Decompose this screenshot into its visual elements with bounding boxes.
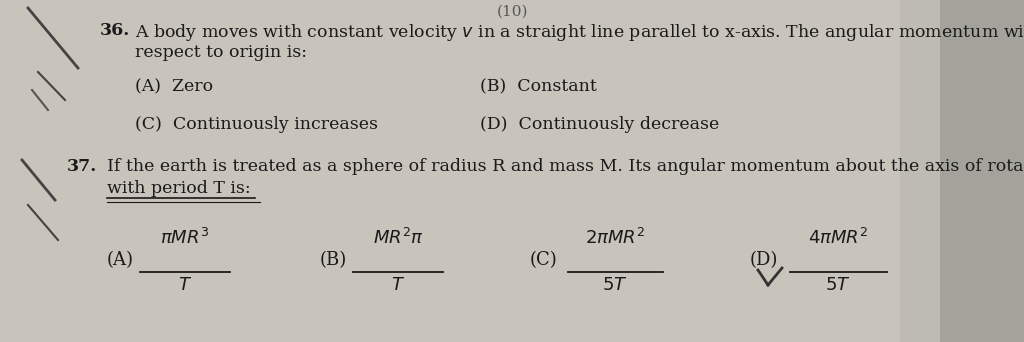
- Text: If the earth is treated as a sphere of radius R and mass M. Its angular momentum: If the earth is treated as a sphere of r…: [106, 158, 1024, 175]
- Text: $5T$: $5T$: [602, 276, 628, 294]
- Bar: [940, 0, 1024, 342]
- Text: A body moves with constant velocity $v$ in a straight line parallel to x-axis. T: A body moves with constant velocity $v$ …: [135, 22, 1024, 43]
- Text: $T$: $T$: [391, 276, 406, 294]
- Text: (D)  Continuously decrease: (D) Continuously decrease: [480, 116, 719, 133]
- Text: $MR^2\pi$: $MR^2\pi$: [373, 228, 424, 248]
- Text: (B): (B): [319, 251, 347, 269]
- Text: respect to origin is:: respect to origin is:: [135, 44, 307, 61]
- Text: 36.: 36.: [100, 22, 130, 39]
- Text: $4\pi MR^2$: $4\pi MR^2$: [808, 228, 868, 248]
- Text: (C): (C): [530, 251, 558, 269]
- Text: (C)  Continuously increases: (C) Continuously increases: [135, 116, 378, 133]
- Text: with period T is:: with period T is:: [106, 180, 251, 197]
- Text: (A)  Zero: (A) Zero: [135, 78, 213, 95]
- Text: (D): (D): [750, 251, 778, 269]
- Text: $T$: $T$: [178, 276, 193, 294]
- Text: $5T$: $5T$: [825, 276, 851, 294]
- Bar: [900, 0, 940, 342]
- Text: $2\pi MR^2$: $2\pi MR^2$: [585, 228, 645, 248]
- Text: 37.: 37.: [67, 158, 97, 175]
- Text: (A): (A): [106, 251, 134, 269]
- Text: $\pi MR^3$: $\pi MR^3$: [161, 228, 210, 248]
- Text: (10): (10): [497, 5, 527, 19]
- Text: (B)  Constant: (B) Constant: [480, 78, 597, 95]
